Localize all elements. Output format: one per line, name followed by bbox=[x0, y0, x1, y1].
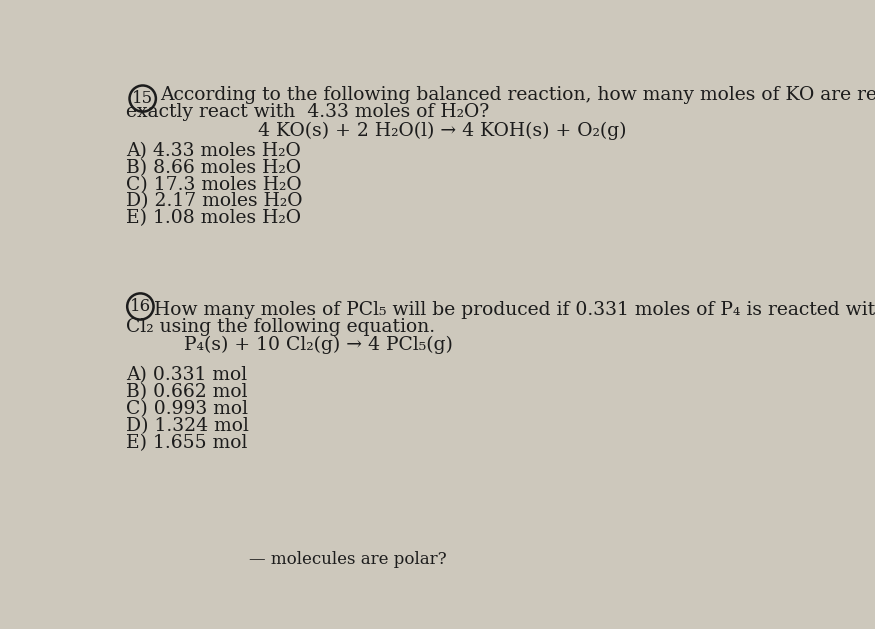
Text: E) 1.08 moles H₂O: E) 1.08 moles H₂O bbox=[126, 209, 301, 228]
Text: How many moles of PCl₅ will be produced if 0.331 moles of P₄ is reacted with an : How many moles of PCl₅ will be produced … bbox=[154, 301, 875, 319]
Text: A) 4.33 moles H₂O: A) 4.33 moles H₂O bbox=[126, 142, 301, 160]
Text: 16: 16 bbox=[130, 298, 151, 315]
Text: — molecules are polar?: — molecules are polar? bbox=[248, 552, 446, 569]
Text: 4 KO(s) + 2 H₂O(l) → 4 KOH(s) + O₂(g): 4 KO(s) + 2 H₂O(l) → 4 KOH(s) + O₂(g) bbox=[258, 121, 626, 140]
Text: C) 17.3 moles H₂O: C) 17.3 moles H₂O bbox=[126, 175, 302, 194]
Text: 15: 15 bbox=[132, 90, 153, 107]
Text: According to the following balanced reaction, how many moles of KO are required : According to the following balanced reac… bbox=[160, 86, 875, 104]
Text: D) 2.17 moles H₂O: D) 2.17 moles H₂O bbox=[126, 192, 303, 211]
Text: P₄(s) + 10 Cl₂(g) → 4 PCl₅(g): P₄(s) + 10 Cl₂(g) → 4 PCl₅(g) bbox=[185, 336, 453, 354]
Text: B) 0.662 mol: B) 0.662 mol bbox=[126, 384, 248, 401]
Text: C) 0.993 mol: C) 0.993 mol bbox=[126, 401, 248, 418]
Text: Cl₂ using the following equation.: Cl₂ using the following equation. bbox=[126, 318, 436, 336]
Text: D) 1.324 mol: D) 1.324 mol bbox=[126, 418, 249, 435]
Text: B) 8.66 moles H₂O: B) 8.66 moles H₂O bbox=[126, 159, 301, 177]
Text: E) 1.655 mol: E) 1.655 mol bbox=[126, 434, 248, 452]
Text: exactly react with  4.33 moles of H₂O?: exactly react with 4.33 moles of H₂O? bbox=[126, 103, 490, 121]
Text: A) 0.331 mol: A) 0.331 mol bbox=[126, 367, 248, 384]
